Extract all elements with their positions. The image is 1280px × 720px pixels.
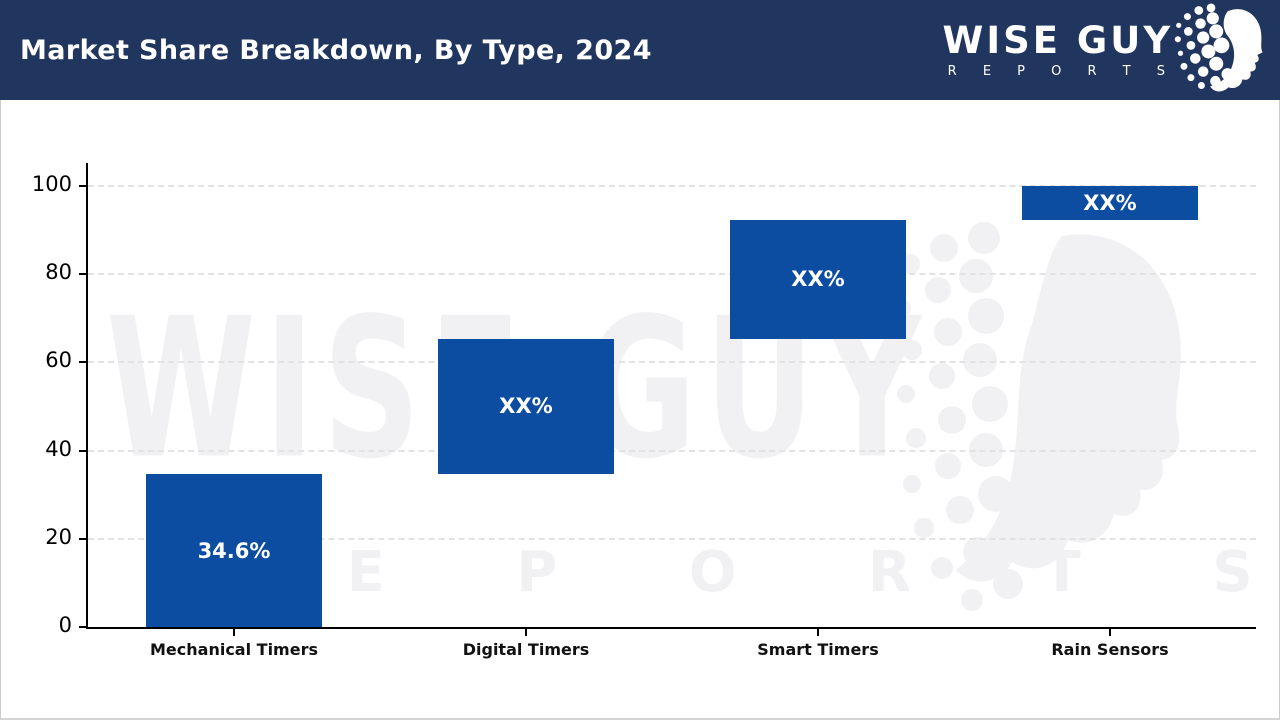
bar-value-label: XX% <box>499 394 553 419</box>
y-tick-label-80: 80 <box>45 260 72 285</box>
y-tick-0 <box>79 626 88 628</box>
bar-value-label: XX% <box>1083 190 1137 215</box>
category-label-3: Rain Sensors <box>1051 640 1169 659</box>
y-tick-label-100: 100 <box>31 172 72 196</box>
bar-value-label: 34.6% <box>197 538 271 563</box>
y-tick-label-60: 60 <box>45 348 72 373</box>
watermark-head-icon <box>872 218 1202 622</box>
brand-name: WISE GUY <box>942 18 1174 62</box>
category-label-2: Smart Timers <box>757 640 879 659</box>
y-tick-20 <box>79 537 88 540</box>
bar-mechanical-timers: 34.6% <box>146 474 322 627</box>
category-label-0: Mechanical Timers <box>150 640 318 659</box>
page-title: Market Share Breakdown, By Type, 2024 <box>20 34 652 66</box>
brand-logo: WISE GUY R E P O R T S <box>940 2 1266 98</box>
y-tick-label-20: 20 <box>45 524 72 549</box>
bar-rain-sensors: XX% <box>1022 186 1198 220</box>
bar-smart-timers: XX% <box>730 219 906 339</box>
y-tick-40 <box>79 449 88 452</box>
gridline-20 <box>88 537 1256 540</box>
bar-value-label: XX% <box>791 267 845 292</box>
category-label-1: Digital Timers <box>462 640 590 659</box>
gridline-60 <box>88 361 1256 364</box>
watermark-brand-subtext: R E P O R T S <box>172 540 1280 605</box>
brand-logo-text: WISE GUY R E P O R T S <box>940 22 1176 79</box>
gridline-40 <box>88 449 1256 452</box>
x-tick-3 <box>1109 629 1111 636</box>
y-tick-label-0: 0 <box>58 613 72 637</box>
logo-head-icon <box>1170 2 1266 98</box>
x-tick-2 <box>817 629 819 636</box>
header-band: Market Share Breakdown, By Type, 2024 WI… <box>0 0 1280 100</box>
y-tick-80 <box>79 273 88 276</box>
brand-subtitle: R E P O R T S <box>947 63 1176 79</box>
gridline-80 <box>88 273 1256 276</box>
y-tick-label-40: 40 <box>45 436 72 461</box>
y-axis-line <box>86 163 88 629</box>
bar-digital-timers: XX% <box>438 338 614 475</box>
y-tick-60 <box>79 361 88 364</box>
y-tick-100 <box>79 185 88 187</box>
gridline-100 <box>88 185 1256 187</box>
x-axis-line <box>88 627 1256 629</box>
x-tick-0 <box>233 629 235 636</box>
x-tick-1 <box>525 629 527 636</box>
